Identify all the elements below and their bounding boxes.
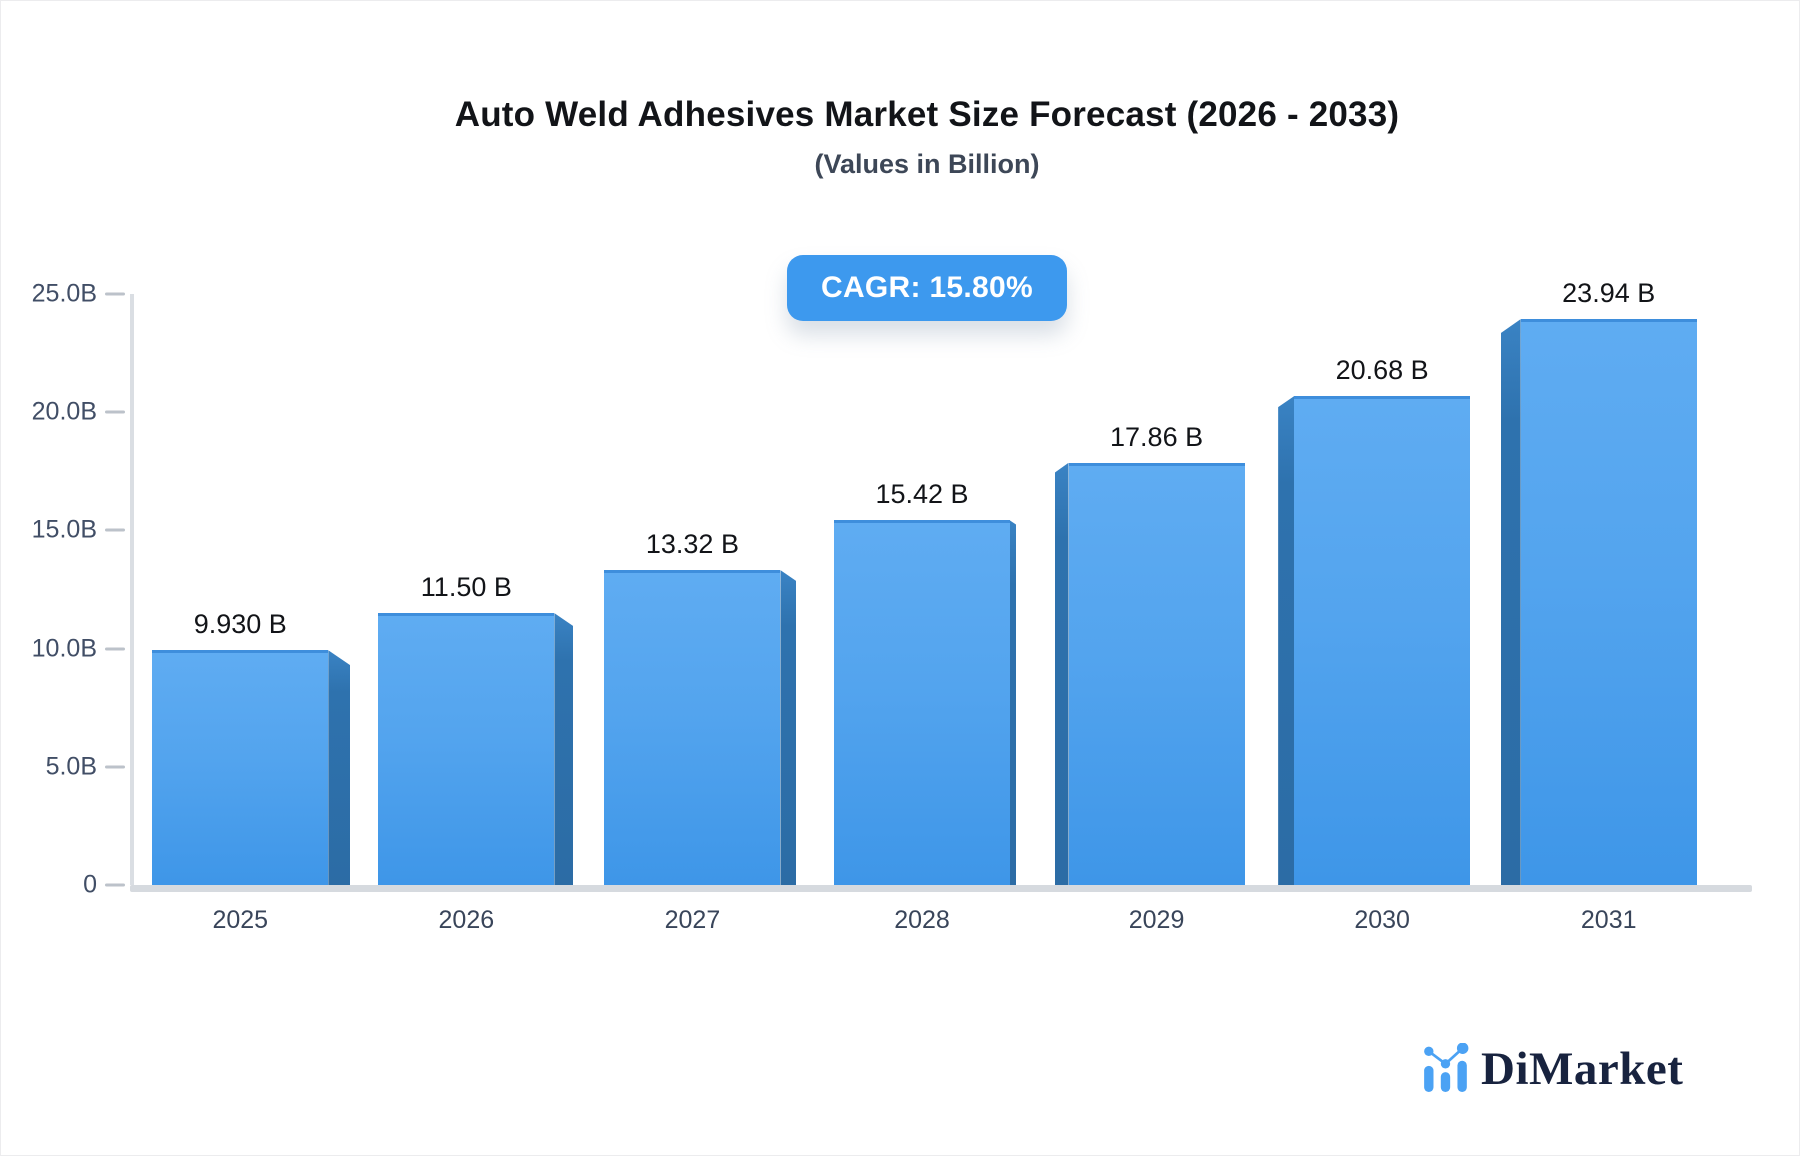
tick-mark xyxy=(105,883,125,887)
bar-front-face xyxy=(1294,396,1471,885)
bar-value-label: 17.86 B xyxy=(1110,421,1204,452)
y-tick-20: 20.0B xyxy=(1,398,125,427)
x-axis-label-2028: 2028 xyxy=(894,906,950,934)
bar-2031[interactable]: 23.94 B xyxy=(1500,278,1697,885)
bar-side-face xyxy=(1054,462,1069,885)
bar-value-label: 11.50 B xyxy=(420,572,512,603)
cagr-badge: CAGR: 15.80% xyxy=(786,255,1068,321)
x-axis-label-2030: 2030 xyxy=(1354,906,1410,934)
x-axis-label-2027: 2027 xyxy=(664,906,721,934)
x-axis-label-2026: 2026 xyxy=(438,906,495,934)
y-axis-line xyxy=(130,294,134,885)
bar-2030[interactable]: 20.68 B xyxy=(1278,355,1471,885)
bar-front-face xyxy=(834,520,1010,885)
bar-2026[interactable]: 11.50 B xyxy=(378,572,574,885)
bar-side-face xyxy=(1500,319,1521,885)
bar-side-face xyxy=(554,613,574,885)
x-axis-label-2031: 2031 xyxy=(1580,906,1637,934)
tick-mark xyxy=(105,765,125,769)
bar-front-face xyxy=(604,570,781,885)
tick-mark xyxy=(105,292,125,296)
y-tick-25: 25.0B xyxy=(1,280,125,309)
logo-text: DiMarket xyxy=(1481,1043,1684,1095)
bar-value-label: 15.42 B xyxy=(875,479,969,510)
tick-mark xyxy=(105,528,125,532)
bar-side-face xyxy=(1278,396,1295,885)
bar-series: 9.930 B 11.50 B 13.32 B 15.42 B 17.86 B 20.68… xyxy=(139,278,1711,885)
y-tick-5: 5.0B xyxy=(1,753,125,782)
tick-mark xyxy=(105,647,125,651)
x-axis-label-2029: 2029 xyxy=(1128,906,1185,934)
mini-bar-chart-icon xyxy=(1424,1043,1469,1092)
x-axis-label-2025: 2025 xyxy=(212,906,269,934)
bar-value-label: 9.930 B xyxy=(193,609,287,640)
y-tick-label: 0 xyxy=(83,870,97,899)
bar-side-face xyxy=(780,570,797,885)
bar-front-face xyxy=(1068,462,1245,885)
y-tick-15: 15.0B xyxy=(1,516,125,545)
bar-value-label: 20.68 B xyxy=(1335,355,1429,386)
bar-2028[interactable]: 15.42 B xyxy=(834,479,1016,885)
y-tick-label: 15.0B xyxy=(31,515,97,544)
tick-mark xyxy=(105,410,125,414)
bar-value-label: 23.94 B xyxy=(1562,278,1656,309)
y-tick-label: 25.0B xyxy=(31,279,97,308)
bar-front-face xyxy=(152,650,329,885)
y-tick-label: 5.0B xyxy=(45,752,97,781)
dimarket-logo: DiMarket xyxy=(1423,1043,1683,1093)
bar-side-face xyxy=(1010,520,1016,885)
bar-2027[interactable]: 13.32 B xyxy=(604,529,797,885)
bar-front-face xyxy=(1520,319,1697,885)
bar-2025[interactable]: 9.930 B xyxy=(152,609,351,885)
y-tick-label: 10.0B xyxy=(31,634,97,663)
y-tick-10: 10.0B xyxy=(1,635,125,664)
bar-front-face xyxy=(378,613,555,885)
chart-subtitle: (Values in Billion) xyxy=(814,149,1040,179)
x-axis-baseline xyxy=(130,885,1752,892)
bar-side-face xyxy=(328,650,351,885)
y-tick-label: 20.0B xyxy=(31,397,97,426)
bar-value-label: 13.32 B xyxy=(645,529,739,560)
x-axis-labels: 2025 2026 2027 2028 2029 2030 2031 xyxy=(139,906,1711,950)
bar-2029[interactable]: 17.86 B xyxy=(1054,422,1245,885)
chart-title: Auto Weld Adhesives Market Size Forecast… xyxy=(454,95,1400,134)
y-tick-0: 0 xyxy=(1,871,125,900)
